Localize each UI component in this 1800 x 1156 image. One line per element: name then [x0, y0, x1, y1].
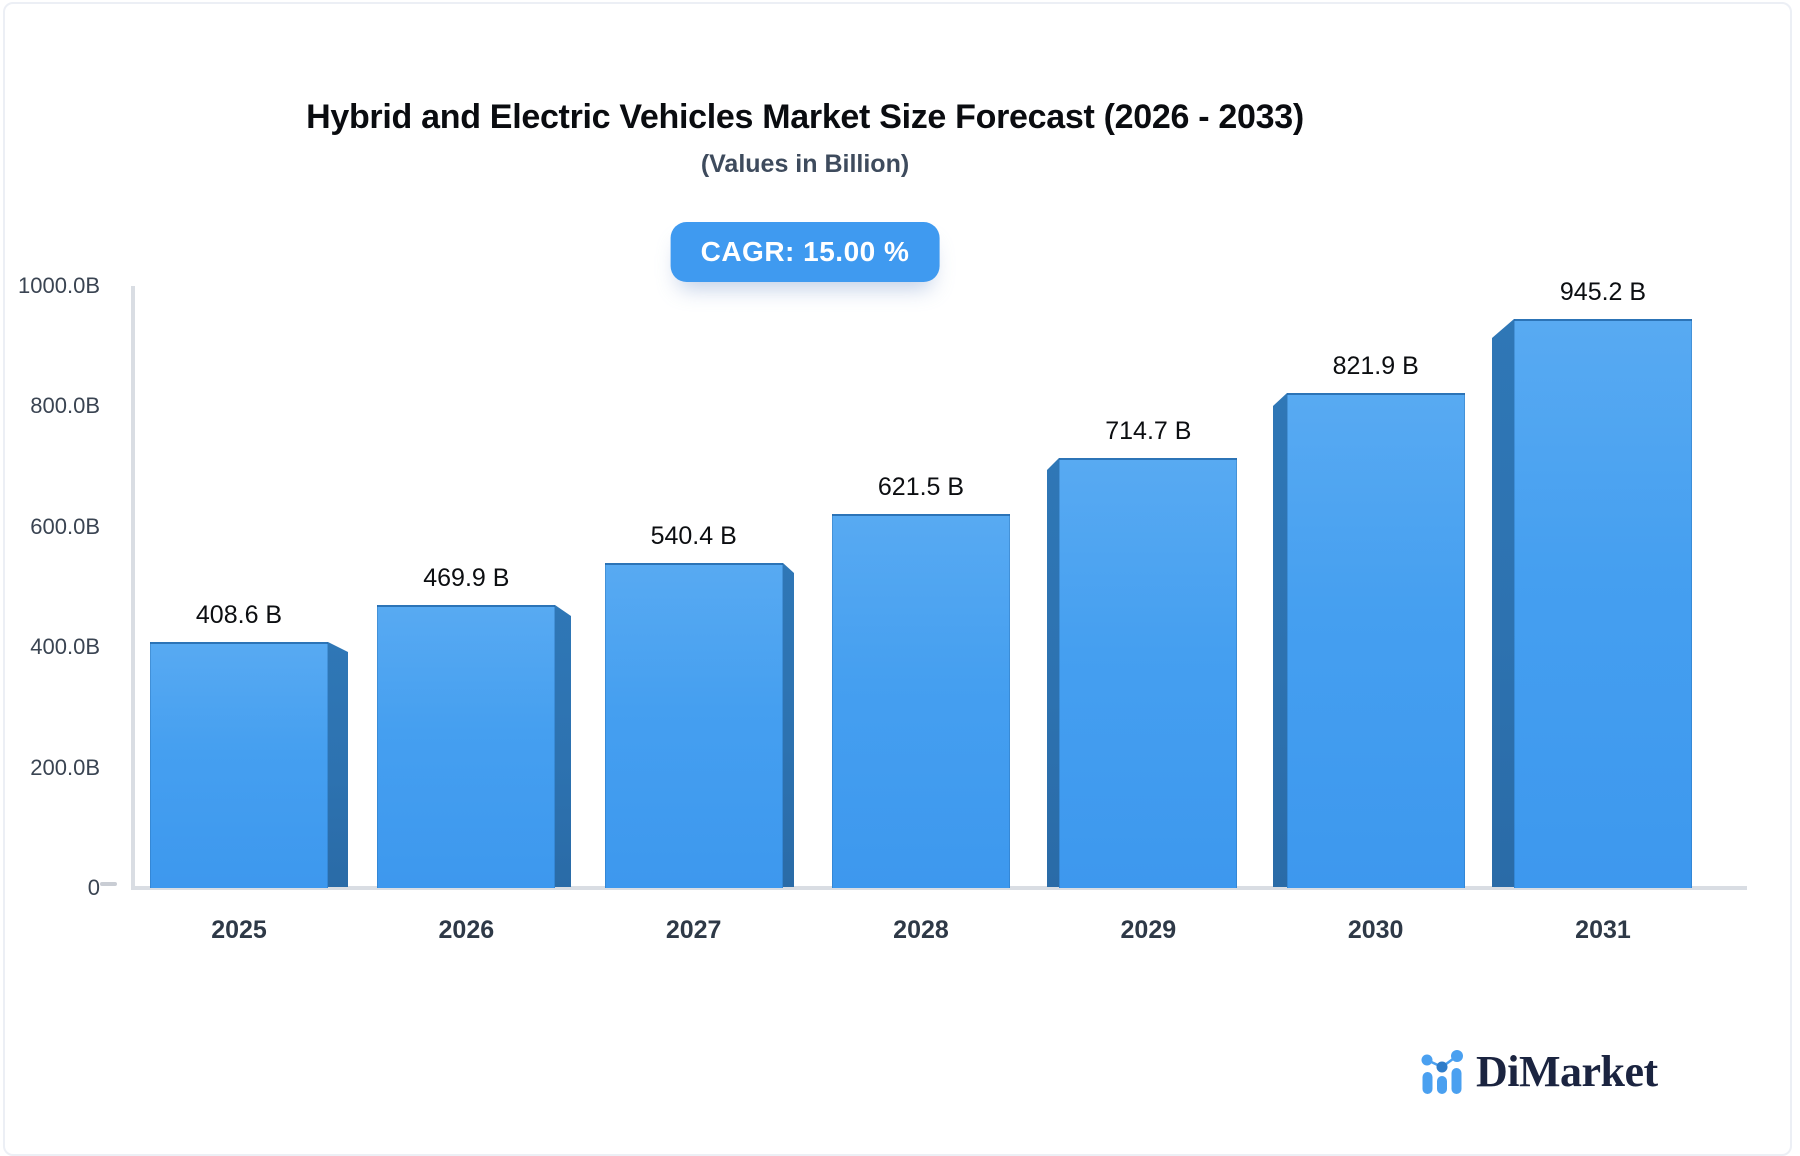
bar-2031[interactable] [1514, 319, 1692, 888]
x-axis-label-2026: 2026 [438, 916, 495, 944]
bar-3d-side-2031 [1492, 319, 1514, 887]
bar-3d-side-2029 [1047, 458, 1059, 887]
x-axis-label-2025: 2025 [211, 916, 267, 944]
bar-2028[interactable] [832, 514, 1010, 888]
y-axis-tick-label-200: 200.0B [30, 754, 100, 780]
x-axis-line [131, 886, 1747, 890]
y-axis-tick-label-1000: 1000.0B [18, 273, 100, 298]
bar-3d-side-2025 [328, 642, 348, 887]
y-axis-tick-label-800: 800.0B [30, 393, 100, 419]
x-axis-label-2028: 2028 [893, 916, 949, 944]
cagr-badge: CAGR: 15.00 % [670, 222, 940, 282]
bar-2030[interactable] [1287, 393, 1465, 888]
brand-name: DiMarket [1476, 1047, 1658, 1096]
bar-2025[interactable] [150, 642, 328, 888]
brand-logo: DiMarket [1420, 1038, 1658, 1094]
x-axis-label-2029: 2029 [1120, 916, 1177, 944]
bar-value-label-2027: 540.4 B [650, 522, 737, 550]
chart-subtitle: (Values in Billion) [700, 150, 910, 178]
page-title: Hybrid and Electric Vehicles Market Size… [306, 98, 1304, 136]
bar-2029[interactable] [1059, 458, 1237, 888]
y-axis-tick-label-0: 0 [87, 875, 100, 900]
bar-value-label-2031: 945.2 B [1559, 278, 1647, 306]
bar-3d-side-2027 [783, 563, 794, 887]
bar-2027[interactable] [605, 563, 783, 888]
bar-value-label-2025: 408.6 B [195, 601, 283, 629]
y-axis-line [131, 286, 135, 890]
x-axis-label-2031: 2031 [1575, 916, 1631, 944]
bar-chart-logo-icon [1421, 1050, 1463, 1094]
bar-3d-side-2026 [555, 605, 571, 887]
y-axis-tick-label-400: 400.0B [30, 634, 100, 660]
x-axis-label-2030: 2030 [1347, 916, 1404, 944]
zero-tick-mark [100, 882, 117, 886]
bar-value-label-2030: 821.9 B [1332, 352, 1419, 380]
y-axis-tick-label-600: 600.0B [30, 513, 100, 539]
x-axis-label-2027: 2027 [665, 916, 722, 944]
bar-value-label-2028: 621.5 B [877, 473, 965, 501]
bar-value-label-2026: 469.9 B [423, 564, 510, 592]
bar-2026[interactable] [377, 605, 555, 888]
bar-3d-side-2030 [1273, 393, 1287, 887]
bar-value-label-2029: 714.7 B [1105, 417, 1192, 445]
